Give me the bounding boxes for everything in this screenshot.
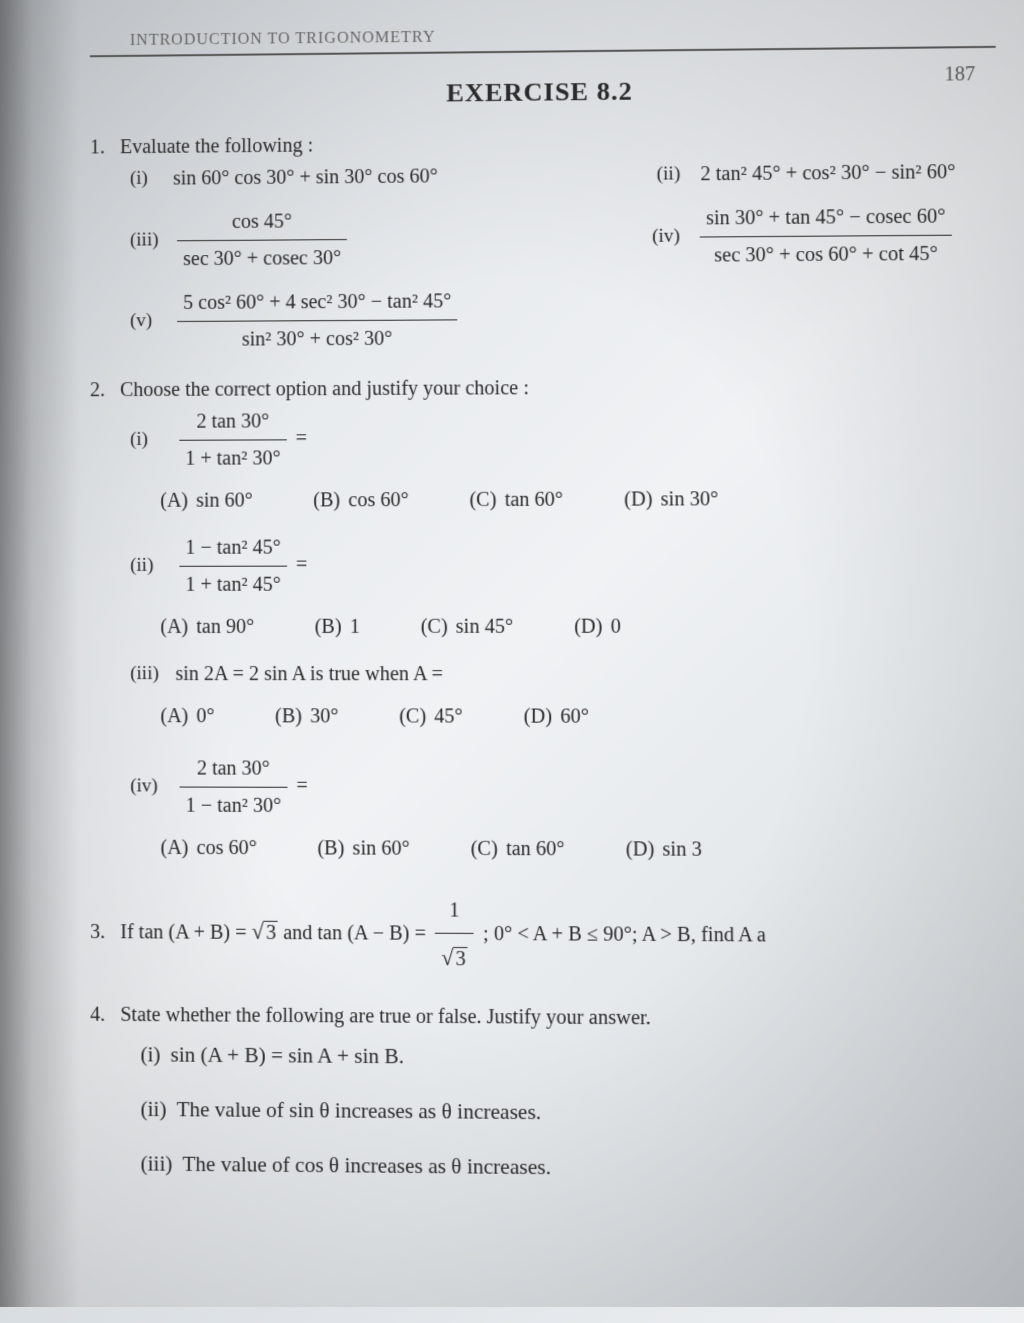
q1-part-ii: (ii) 2 tan² 45° + cos² 30° − sin² 60° xyxy=(657,156,956,191)
question-4: 4. State whether the following are true … xyxy=(90,999,1005,1196)
page-number: 187 xyxy=(944,63,975,86)
question-2: 2. Choose the correct option and justify… xyxy=(90,370,1002,867)
textbook-page: INTRODUCTION TO TRIGONOMETRY 187 EXERCIS… xyxy=(0,0,1024,1323)
q2-part-iv: (iv) 2 tan 30° 1 − tan² 30° = xyxy=(130,752,1002,824)
q1-part-v: (v) 5 cos² 60° + 4 sec² 30° − tan² 45° s… xyxy=(130,285,462,356)
question-3: 3. If tan (A + B) = 3 and tan (A − B) = … xyxy=(90,889,1003,984)
q2-part-i: (i) 2 tan 30° 1 + tan² 30° = xyxy=(130,402,999,475)
q2-i-options: (A)sin 60° (B)cos 60° (C)tan 60° (D)sin … xyxy=(160,482,999,516)
q1-part-iii: (iii) cos 45° sec 30° + cosec 30° xyxy=(130,205,351,275)
q4-item-ii: (ii) The value of sin θ increases as θ i… xyxy=(141,1086,1005,1140)
question-1: 1. Evaluate the following : (i) sin 60° … xyxy=(90,123,998,356)
q1-part-iv: (iv) sin 30° + tan 45° − cosec 60° sec 3… xyxy=(652,200,956,272)
q4-number: 4. xyxy=(90,999,115,1031)
q2-prompt: Choose the correct option and justify yo… xyxy=(120,377,529,401)
q4-prompt: State whether the following are true or … xyxy=(120,1004,651,1030)
q1-number: 1. xyxy=(90,131,115,163)
chapter-header: INTRODUCTION TO TRIGONOMETRY xyxy=(130,23,996,50)
q4-item-iii: (iii) The value of cos θ increases as θ … xyxy=(141,1141,1005,1196)
q1-prompt: Evaluate the following : xyxy=(120,135,313,159)
q4-item-i: (i) sin (A + B) = sin A + sin B. xyxy=(140,1031,1004,1084)
q2-iv-options: (A)cos 60° (B)sin 60° (C)tan 60° (D)sin … xyxy=(160,832,1002,867)
q3-number: 3. xyxy=(90,916,115,948)
q2-part-ii: (ii) 1 − tan² 45° 1 + tan² 45° = xyxy=(130,530,1000,601)
q2-number: 2. xyxy=(90,374,115,406)
exercise-title: EXERCISE 8.2 xyxy=(90,73,996,112)
q2-part-iii: (iii) sin 2A = 2 sin A is true when A = xyxy=(130,658,1001,691)
q2-iii-options: (A)0° (B)30° (C)45° (D)60° xyxy=(160,700,1001,733)
q1-part-i: (i) sin 60° cos 30° + sin 30° cos 60° xyxy=(130,160,438,194)
q2-ii-options: (A)tan 90° (B)1 (C)sin 45° (D)0 xyxy=(160,610,1000,643)
